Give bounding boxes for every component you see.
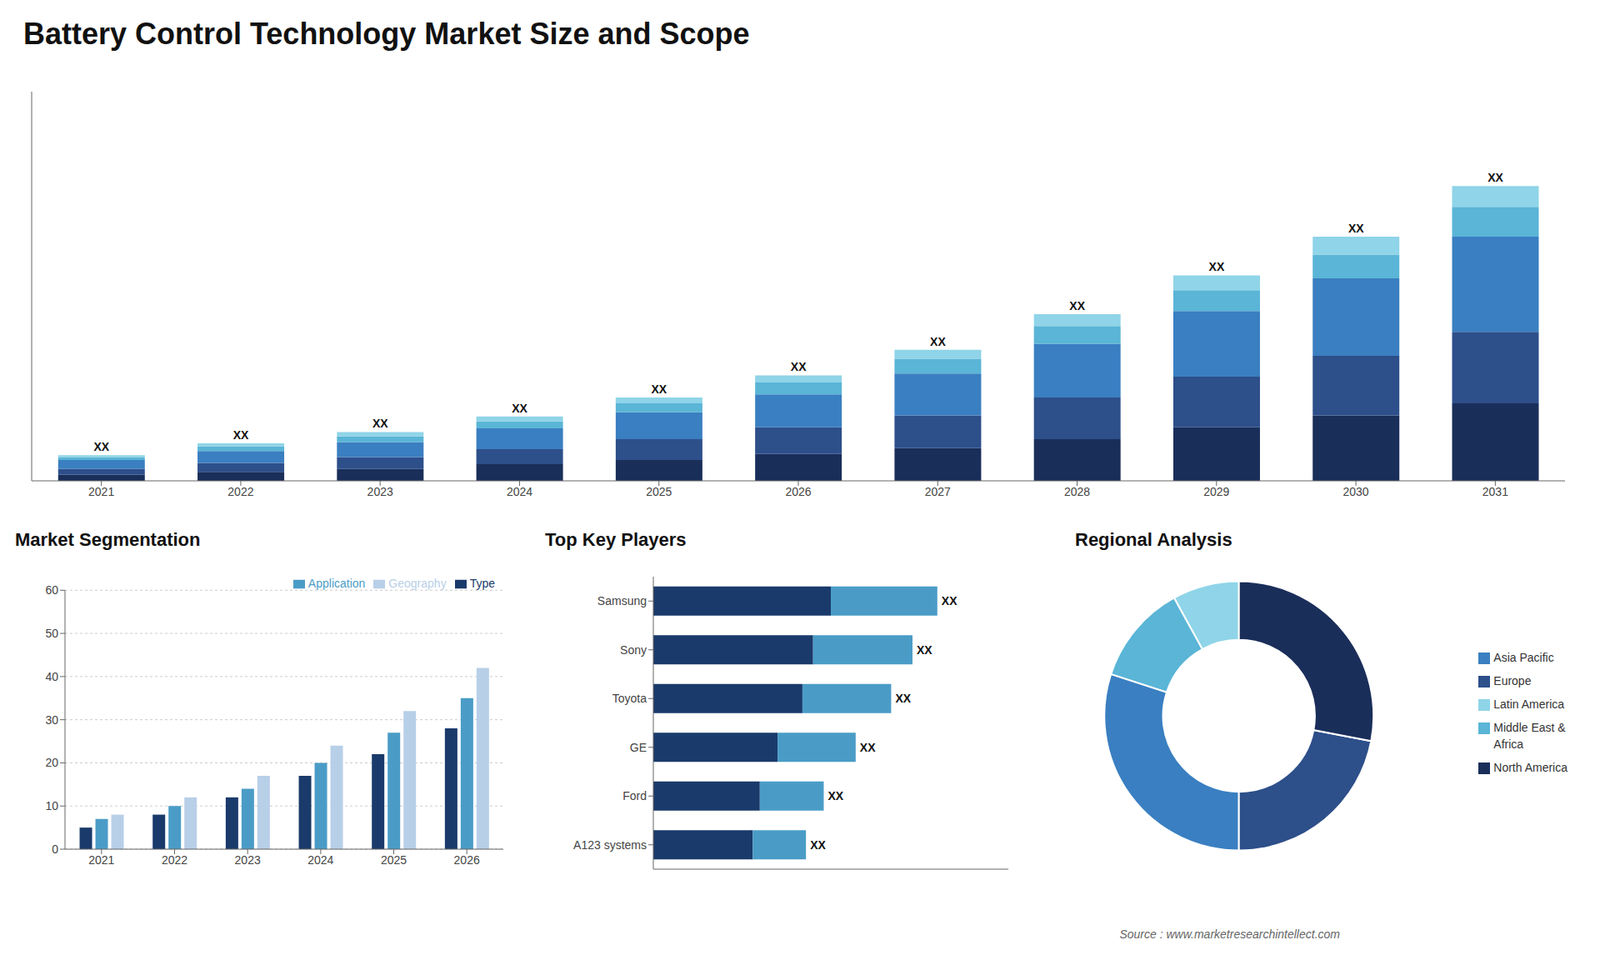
svg-text:2025: 2025: [645, 485, 672, 499]
html-text:Type: Type: [469, 576, 495, 590]
svg-text:XX: XX: [93, 440, 110, 454]
svg-text:XX: XX: [895, 691, 911, 705]
svg-text:XX: XX: [1348, 221, 1365, 235]
svg-text:2026: 2026: [454, 853, 480, 867]
svg-text:10: 10: [45, 799, 59, 813]
html-text:Middle East & Africa: Middle East & Africa: [1493, 720, 1566, 751]
svg-text:0: 0: [51, 842, 59, 856]
svg-text:40: 40: [45, 670, 59, 684]
svg-text:2021: 2021: [88, 485, 115, 499]
svg-text:2025: 2025: [380, 853, 407, 867]
svg-text:2024: 2024: [506, 485, 533, 499]
svg-text:2030: 2030: [1343, 485, 1370, 499]
html-text:Regional Analysis: Regional Analysis: [1075, 529, 1233, 550]
svg-text:60: 60: [45, 583, 59, 597]
svg-text:2023: 2023: [367, 485, 394, 499]
html-text:Source : www.marketresearchint: Source : www.marketresearchintellect.com: [1119, 927, 1340, 941]
svg-text:XX: XX: [790, 360, 807, 374]
html-text:North America: North America: [1493, 760, 1568, 775]
svg-text:2028: 2028: [1064, 485, 1090, 499]
svg-text:2029: 2029: [1203, 485, 1230, 499]
svg-text:XX: XX: [941, 594, 958, 608]
svg-text:XX: XX: [651, 382, 668, 396]
svg-text:XX: XX: [511, 401, 528, 415]
svg-text:2031: 2031: [1482, 485, 1509, 499]
svg-text:20: 20: [45, 755, 59, 770]
html-text:Asia Pacific: Asia Pacific: [1493, 650, 1554, 665]
svg-text:50: 50: [45, 626, 59, 640]
svg-text:Ford: Ford: [622, 789, 647, 803]
svg-text:2023: 2023: [235, 853, 261, 867]
svg-text:2022: 2022: [161, 853, 188, 867]
html-text:Europe: Europe: [1493, 674, 1532, 688]
html-text:Latin America: Latin America: [1493, 697, 1565, 711]
html-text:Market Segmentation: Market Segmentation: [15, 529, 201, 550]
svg-text:XX: XX: [810, 838, 826, 852]
svg-text:XX: XX: [916, 643, 933, 657]
svg-text:A123 systems: A123 systems: [573, 838, 647, 852]
svg-text:XX: XX: [1069, 299, 1085, 313]
svg-text:2027: 2027: [925, 485, 951, 499]
svg-text:Toyota: Toyota: [612, 691, 647, 705]
html-text:Top Key Players: Top Key Players: [545, 529, 687, 550]
svg-text:XX: XX: [372, 416, 389, 430]
svg-text:GE: GE: [630, 740, 647, 755]
svg-text:XX: XX: [827, 789, 844, 803]
svg-text:Samsung: Samsung: [597, 594, 647, 608]
svg-text:Sony: Sony: [620, 643, 647, 657]
svg-text:30: 30: [45, 713, 59, 727]
svg-text:XX: XX: [860, 740, 876, 755]
html-text:Geography: Geography: [388, 576, 447, 590]
html-text:Battery Control Technology Mar: Battery Control Technology Market Size a…: [23, 16, 750, 51]
svg-text:2022: 2022: [227, 485, 254, 499]
svg-text:XX: XX: [1487, 170, 1504, 185]
svg-text:2026: 2026: [785, 485, 811, 499]
svg-text:XX: XX: [233, 428, 250, 442]
svg-text:XX: XX: [930, 335, 946, 349]
svg-text:XX: XX: [1209, 260, 1225, 274]
html-text:Application: Application: [308, 576, 366, 590]
svg-text:2024: 2024: [307, 853, 334, 867]
svg-text:2021: 2021: [88, 853, 115, 867]
